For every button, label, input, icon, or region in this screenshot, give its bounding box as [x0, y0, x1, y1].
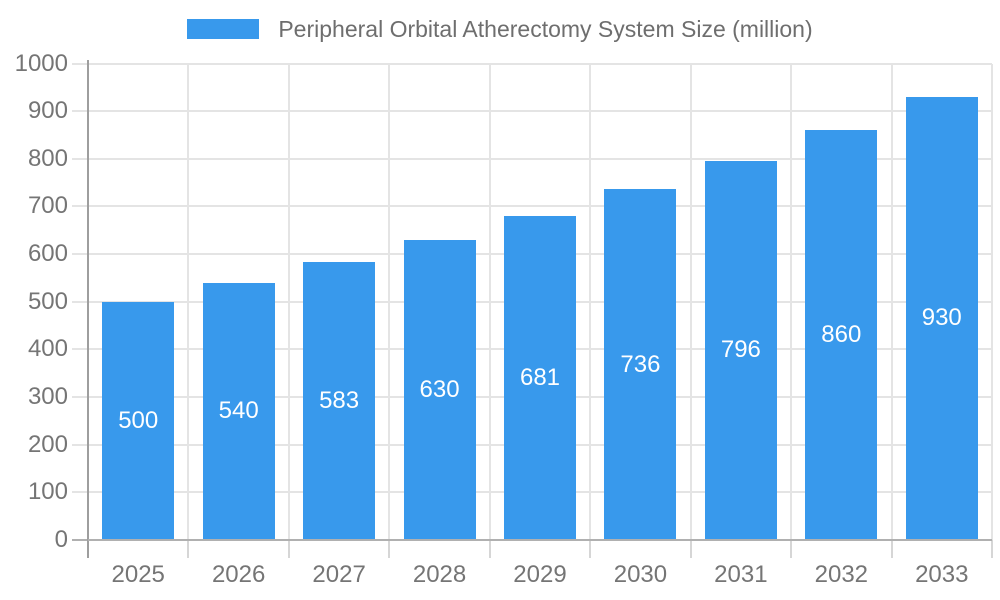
x-axis-baseline: [88, 539, 992, 541]
y-axis-line: [87, 60, 89, 558]
gridline-x: [689, 63, 692, 540]
gridline-x: [890, 63, 893, 540]
x-axis-label: 2025: [111, 561, 165, 588]
y-tick-mark-zero: [72, 539, 88, 541]
gridline-y: [88, 205, 992, 208]
y-axis-label: 300: [27, 383, 68, 411]
gridline-x: [187, 63, 190, 540]
y-axis-label: 900: [27, 97, 68, 125]
legend-swatch: [187, 19, 260, 39]
gridline-x: [388, 63, 391, 540]
x-axis-label: 2029: [513, 561, 567, 588]
bar-2031: [704, 160, 777, 540]
x-axis-label: 2033: [915, 561, 969, 588]
bar-value-label: 583: [319, 387, 360, 415]
gridline-x: [287, 63, 290, 540]
gridline-y: [88, 157, 992, 160]
gridline-y: [88, 62, 992, 65]
y-tick-mark: [72, 253, 88, 256]
bar-value-label: 736: [620, 350, 661, 378]
y-tick-mark: [72, 205, 88, 208]
bar-value-label: 500: [118, 406, 159, 434]
bar-value-label: 681: [519, 363, 561, 391]
bar-2033: [905, 96, 978, 540]
y-axis-label: 600: [27, 240, 68, 268]
gridline-x: [790, 63, 793, 540]
y-axis-label: 1000: [14, 49, 68, 77]
x-axis-label: 2031: [714, 561, 768, 588]
y-tick-mark: [72, 491, 88, 494]
bar-2030: [604, 189, 677, 540]
x-tick-mark: [187, 540, 190, 558]
y-tick-mark: [72, 62, 88, 65]
x-axis-label: 2026: [211, 561, 266, 588]
x-tick-mark: [689, 540, 692, 558]
legend-label: Peripheral Orbital Atherectomy System Si…: [278, 16, 813, 42]
x-tick-mark: [890, 540, 893, 558]
y-axis-label: 700: [27, 192, 68, 220]
bar-2029: [504, 215, 576, 540]
gridline-x: [991, 63, 993, 540]
bar-value-label: 540: [218, 397, 259, 425]
x-tick-mark: [287, 540, 290, 558]
bar-value-label: 630: [419, 375, 460, 403]
y-tick-mark: [72, 396, 88, 399]
bar-2027: [303, 262, 376, 540]
bar-2026: [202, 282, 275, 540]
gridline-x: [488, 63, 491, 540]
y-tick-mark: [72, 300, 88, 303]
bar-value-label: 796: [720, 336, 761, 364]
bar-value-label: 930: [921, 304, 962, 332]
x-tick-mark: [991, 540, 993, 558]
y-axis-label: 500: [27, 287, 68, 315]
chart-legend[interactable]: Peripheral Orbital Atherectomy System Si…: [0, 12, 1000, 46]
y-axis-label: 800: [27, 144, 68, 172]
y-tick-mark: [72, 110, 88, 113]
gridline-x: [589, 63, 592, 540]
gridline-y: [88, 110, 992, 113]
x-tick-mark: [488, 540, 491, 558]
y-axis-label: 100: [27, 478, 68, 506]
y-axis-label: 400: [27, 335, 68, 363]
x-tick-mark: [790, 540, 793, 558]
bar-2028: [403, 239, 476, 540]
bar-2032: [805, 130, 878, 540]
y-axis-label: 0: [54, 526, 68, 553]
x-axis-label: 2030: [613, 561, 668, 588]
x-tick-mark: [589, 540, 592, 558]
x-axis-label: 2028: [412, 561, 467, 588]
bar-value-label: 860: [821, 321, 862, 349]
y-tick-mark: [72, 157, 88, 160]
x-tick-mark: [388, 540, 391, 558]
y-tick-mark: [72, 348, 88, 351]
x-axis-label: 2032: [814, 561, 869, 588]
y-axis-label: 200: [27, 430, 68, 458]
bar-2025: [102, 301, 175, 540]
y-tick-mark: [72, 443, 88, 446]
x-axis-label: 2027: [312, 561, 366, 588]
